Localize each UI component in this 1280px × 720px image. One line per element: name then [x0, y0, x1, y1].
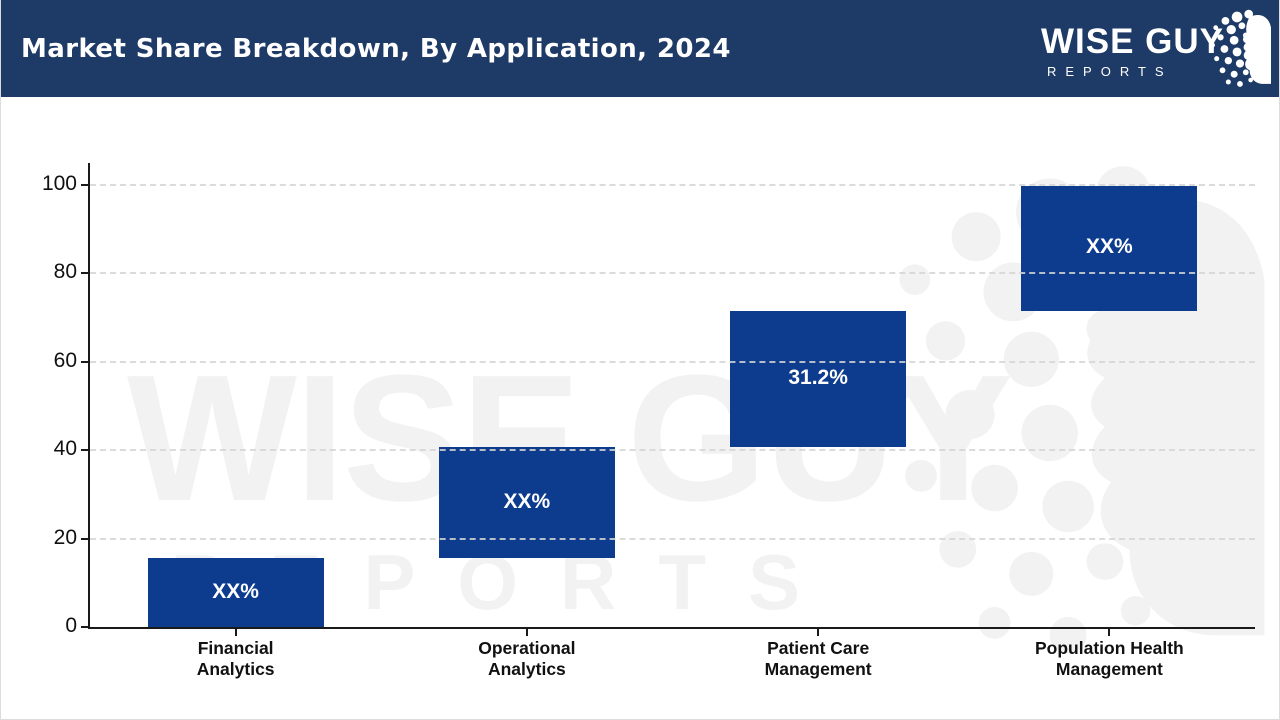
- gridline: [90, 449, 1255, 451]
- bar: [730, 310, 907, 447]
- x-axis-tick: [817, 629, 820, 636]
- x-axis-tick: [1108, 629, 1111, 636]
- category-label: Patient Care Management: [764, 638, 872, 679]
- y-axis-tick: [81, 183, 90, 186]
- category-label: Population Health Management: [1035, 638, 1184, 679]
- category-label: Operational Analytics: [478, 638, 576, 679]
- wise-guy-reports-logo: WISE GUY REPORTS: [1031, 6, 1275, 94]
- bar: [438, 446, 615, 559]
- wise-guy-head-icon: [1207, 8, 1271, 90]
- gridline: [90, 360, 1255, 363]
- y-axis-tick-label: 60: [53, 348, 77, 372]
- gridline: [90, 183, 1255, 186]
- gridline: [90, 272, 1255, 274]
- bar-value-label: 31.2%: [788, 365, 848, 389]
- logo-brand-text: WISE GUY: [1041, 22, 1225, 61]
- y-axis-tick-label: 40: [53, 437, 77, 460]
- header-banner: Market Share Breakdown, By Application, …: [1, 0, 1279, 97]
- bar-value-label: XX%: [1086, 235, 1133, 259]
- bar-value-label: XX%: [212, 579, 259, 603]
- category-label: Financial Analytics: [196, 638, 275, 679]
- x-axis: [88, 627, 1255, 629]
- y-axis-tick: [81, 272, 90, 274]
- y-axis-tick: [81, 537, 90, 540]
- logo-sub-text: REPORTS: [1047, 64, 1173, 79]
- y-axis-tick: [81, 360, 90, 363]
- y-axis-tick-label: 0: [65, 614, 77, 637]
- gridline: [90, 537, 1255, 540]
- y-axis-tick: [81, 449, 90, 451]
- x-axis-tick: [525, 629, 528, 636]
- y-axis-tick-label: 80: [53, 260, 77, 283]
- y-axis-tick: [81, 626, 90, 628]
- y-axis: [88, 163, 90, 629]
- y-axis-tick-label: 20: [53, 525, 77, 549]
- y-axis-tick-label: 100: [41, 171, 77, 195]
- page-title: Market Share Breakdown, By Application, …: [21, 33, 731, 64]
- bar-value-label: XX%: [503, 489, 551, 513]
- bar: [147, 558, 324, 627]
- x-axis-tick: [234, 629, 237, 636]
